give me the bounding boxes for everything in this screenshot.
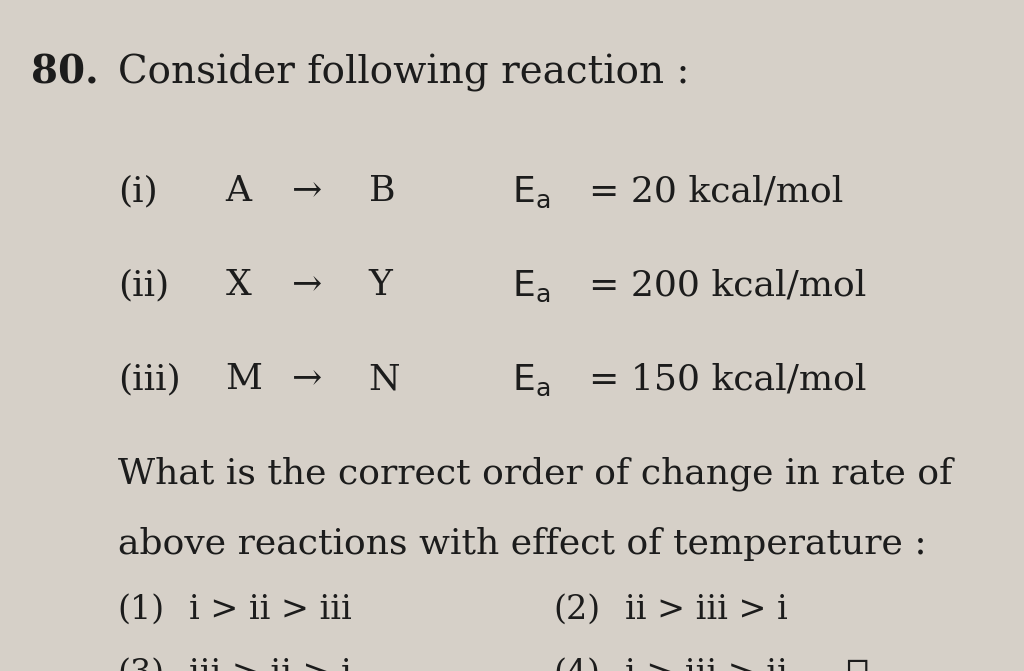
Text: (ii): (ii) [118, 268, 169, 303]
Text: ✓: ✓ [845, 658, 868, 671]
Text: B: B [369, 174, 395, 209]
Text: i > ii > iii: i > ii > iii [189, 594, 352, 626]
Text: M: M [225, 362, 262, 397]
Text: (2): (2) [553, 594, 600, 626]
Text: →: → [292, 362, 323, 397]
Text: N: N [369, 362, 400, 397]
Text: (3): (3) [118, 658, 165, 671]
Text: (4): (4) [553, 658, 600, 671]
Text: (1): (1) [118, 594, 165, 626]
Text: (i): (i) [118, 174, 158, 209]
Text: →: → [292, 268, 323, 303]
Text: $\mathrm{E_a}$: $\mathrm{E_a}$ [512, 362, 550, 398]
Text: ii > iii > i: ii > iii > i [625, 594, 787, 626]
Text: A: A [225, 174, 251, 209]
Text: = 150 kcal/mol: = 150 kcal/mol [589, 362, 866, 397]
Text: $\mathrm{E_a}$: $\mathrm{E_a}$ [512, 268, 550, 304]
Text: iii > ii > i: iii > ii > i [189, 658, 352, 671]
Text: 80.: 80. [31, 54, 98, 92]
Text: What is the correct order of change in rate of: What is the correct order of change in r… [118, 456, 952, 491]
Text: $\mathrm{E_a}$: $\mathrm{E_a}$ [512, 174, 550, 210]
Text: Y: Y [369, 268, 392, 303]
Text: = 20 kcal/mol: = 20 kcal/mol [589, 174, 843, 209]
Text: (iii): (iii) [118, 362, 180, 397]
Text: = 200 kcal/mol: = 200 kcal/mol [589, 268, 866, 303]
Text: X: X [225, 268, 251, 303]
Text: Consider following reaction :: Consider following reaction : [118, 54, 689, 92]
Text: i > iii > ii: i > iii > ii [625, 658, 787, 671]
Text: above reactions with effect of temperature :: above reactions with effect of temperatu… [118, 527, 927, 561]
Text: →: → [292, 174, 323, 209]
